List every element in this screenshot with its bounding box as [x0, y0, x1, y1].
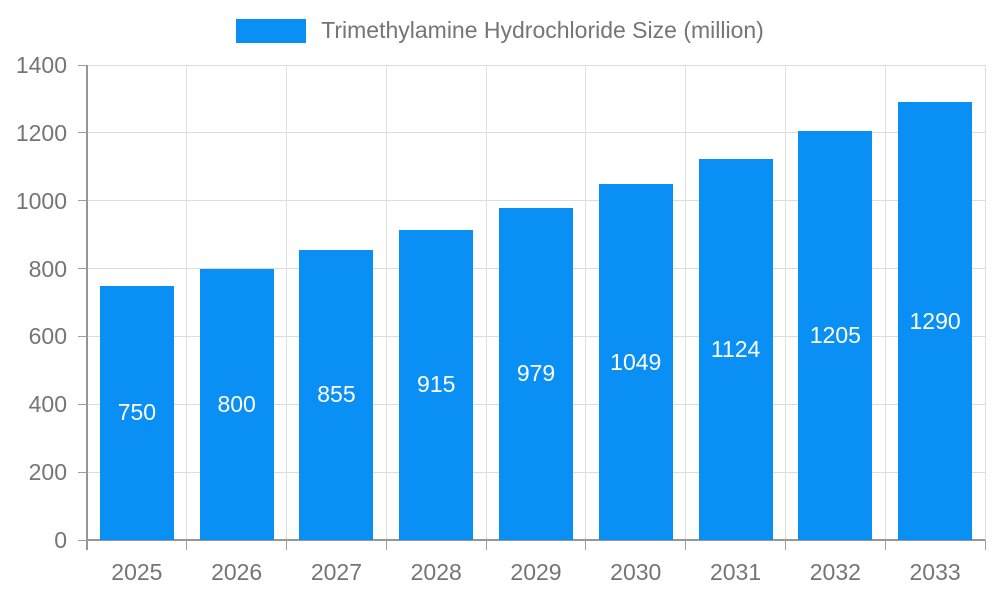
- x-axis-tick: [385, 540, 387, 550]
- bar-2028[interactable]: 915: [399, 229, 474, 540]
- x-axis-tick: [485, 540, 487, 550]
- y-axis-tick: [78, 335, 87, 337]
- x-axis-tick: [186, 540, 188, 550]
- y-axis-tick: [78, 132, 87, 134]
- x-axis-label: 2032: [809, 559, 861, 585]
- y-axis-label: 600: [28, 323, 67, 350]
- x-gridline: [385, 65, 387, 540]
- x-axis-tick: [685, 540, 687, 550]
- bar-value-label: 750: [117, 399, 157, 426]
- x-axis-tick: [286, 540, 288, 550]
- x-axis-label: 2031: [709, 559, 762, 585]
- y-axis-label: 800: [28, 255, 67, 282]
- chart-legend[interactable]: Trimethylamine Hydrochloride Size (milli…: [0, 17, 1000, 44]
- bar-value-label: 1290: [909, 307, 961, 334]
- y-gridline: [87, 200, 985, 202]
- y-axis-label: 400: [28, 391, 67, 418]
- x-axis-tick: [784, 540, 786, 550]
- y-axis-tick: [78, 200, 87, 202]
- y-gridline: [87, 132, 985, 134]
- bar-2026[interactable]: 800: [199, 268, 274, 540]
- y-axis-label: 1200: [15, 119, 67, 146]
- x-axis-label: 2027: [310, 559, 363, 585]
- bar-2027[interactable]: 855: [299, 249, 374, 540]
- x-axis-label: 2028: [410, 559, 462, 585]
- y-axis-label: 1400: [15, 52, 67, 78]
- y-axis-label: 1000: [15, 187, 67, 214]
- y-gridline: [87, 64, 985, 66]
- x-axis-label: 2026: [211, 559, 263, 585]
- y-axis-label: 200: [28, 459, 67, 486]
- bar-2030[interactable]: 1049: [598, 184, 673, 540]
- bar-value-label: 1049: [610, 348, 662, 375]
- x-axis-tick: [984, 540, 986, 550]
- x-gridline: [585, 65, 587, 540]
- x-axis-label: 2029: [510, 559, 562, 585]
- bar-value-label: 1205: [809, 322, 861, 349]
- bar-value-label: 800: [217, 390, 256, 417]
- x-axis-line: [87, 539, 985, 541]
- y-axis-tick: [78, 268, 87, 270]
- x-gridline: [485, 65, 487, 540]
- x-gridline: [784, 65, 786, 540]
- x-axis-label: 2025: [111, 559, 163, 585]
- y-axis-tick: [78, 64, 87, 66]
- x-gridline: [685, 65, 687, 540]
- y-axis-tick: [78, 403, 87, 405]
- y-axis-tick: [78, 471, 87, 473]
- bar-value-label: 1124: [710, 335, 761, 362]
- x-axis-tick: [585, 540, 587, 550]
- bar-value-label: 855: [317, 381, 356, 408]
- bar-value-label: 979: [516, 360, 556, 387]
- y-axis-label: 0: [54, 527, 67, 553]
- bar-2025[interactable]: 750: [99, 285, 174, 540]
- legend-swatch: [236, 18, 307, 43]
- y-axis-line: [86, 65, 88, 550]
- y-axis-tick: [78, 539, 87, 541]
- bar-2032[interactable]: 1205: [798, 131, 873, 540]
- x-axis-label: 2033: [909, 559, 961, 585]
- bar-2031[interactable]: 1124: [698, 158, 773, 540]
- x-axis-label: 2030: [610, 559, 662, 585]
- bar-2029[interactable]: 979: [499, 207, 573, 540]
- legend-label: Trimethylamine Hydrochloride Size (milli…: [321, 17, 764, 43]
- x-gridline: [286, 65, 288, 540]
- x-gridline: [984, 65, 986, 540]
- x-axis-tick: [884, 540, 886, 550]
- bar-2033[interactable]: 1290: [898, 102, 973, 540]
- bar-value-label: 915: [417, 371, 456, 398]
- x-gridline: [186, 65, 188, 540]
- x-gridline: [884, 65, 886, 540]
